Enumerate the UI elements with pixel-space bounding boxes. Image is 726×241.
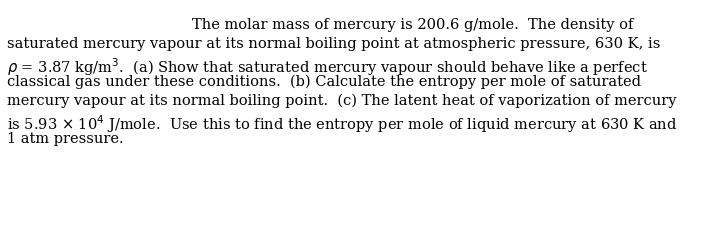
Text: $\rho$ = 3.87 kg/m$^{3}$.  (a) Show that saturated mercury vapour should behave : $\rho$ = 3.87 kg/m$^{3}$. (a) Show that … (7, 56, 648, 78)
Text: 1 atm pressure.: 1 atm pressure. (7, 132, 124, 146)
Text: The molar mass of mercury is 200.6 g/mole.  The density of: The molar mass of mercury is 200.6 g/mol… (7, 18, 634, 32)
Text: saturated mercury vapour at its normal boiling point at atmospheric pressure, 63: saturated mercury vapour at its normal b… (7, 37, 661, 51)
Text: is 5.93 $\times$ 10$^{4}$ J/mole.  Use this to find the entropy per mole of liqu: is 5.93 $\times$ 10$^{4}$ J/mole. Use th… (7, 113, 677, 135)
Text: classical gas under these conditions.  (b) Calculate the entropy per mole of sat: classical gas under these conditions. (b… (7, 75, 641, 89)
Text: mercury vapour at its normal boiling point.  (c) The latent heat of vaporization: mercury vapour at its normal boiling poi… (7, 94, 677, 108)
